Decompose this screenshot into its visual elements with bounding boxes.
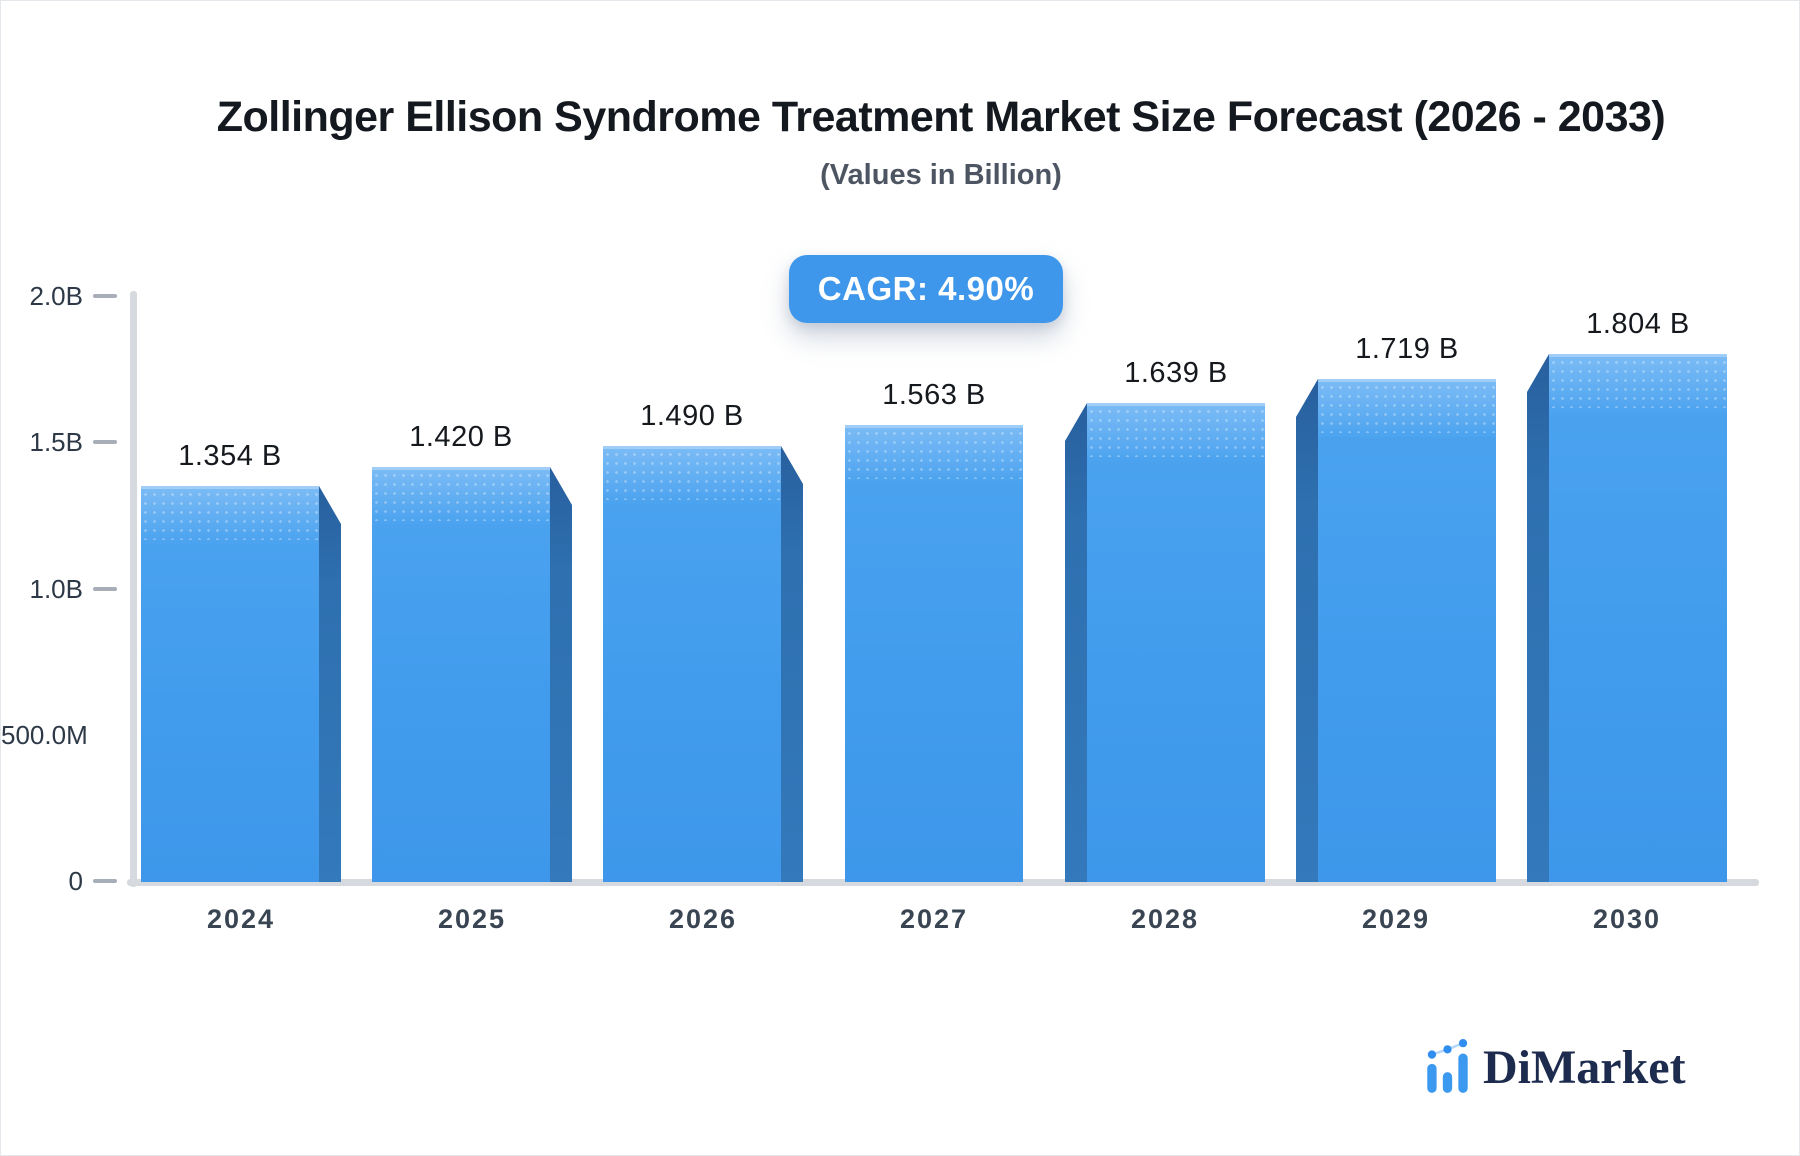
bar-2025[interactable] <box>372 467 550 882</box>
y-axis-label: 500.0M <box>1 719 88 750</box>
page-subtitle: (Values in Billion) <box>820 159 1062 191</box>
bar-2026[interactable] <box>603 446 781 882</box>
bar-2028[interactable] <box>1087 403 1265 882</box>
bar-side-face <box>550 467 572 882</box>
bar-value-label: 1.719 B <box>1355 333 1459 365</box>
y-axis-label: 2.0B <box>29 281 84 311</box>
bar-2024[interactable] <box>141 486 319 882</box>
x-axis-label: 2026 <box>668 904 738 934</box>
x-axis-label: 2029 <box>1361 904 1431 934</box>
y-axis-line <box>130 291 137 887</box>
x-axis-label: 2027 <box>899 904 969 934</box>
x-axis-label: 2030 <box>1592 904 1662 934</box>
x-axis-label: 2028 <box>1130 904 1200 934</box>
logo-chart-icon <box>1427 1039 1468 1093</box>
bar-value-label: 1.639 B <box>1124 357 1228 389</box>
bar-side-face <box>1296 379 1318 882</box>
x-axis-label: 2025 <box>437 904 507 934</box>
bar-side-face <box>1065 403 1087 882</box>
cagr-badge: CAGR: 4.90% <box>789 255 1063 323</box>
bar-2027[interactable] <box>845 425 1023 882</box>
y-axis-tick <box>93 879 117 883</box>
y-axis-label: 1.0B <box>29 573 84 604</box>
x-axis-label: 2024 <box>206 904 276 934</box>
bar-side-face <box>319 486 341 882</box>
bar-value-label: 1.804 B <box>1586 308 1690 340</box>
logo-text: DiMarket <box>1483 1040 1686 1094</box>
bar-side-face <box>1527 354 1549 882</box>
y-axis-label: 1.5B <box>29 427 84 458</box>
y-axis-tick <box>93 294 117 298</box>
bar-value-label: 1.490 B <box>640 400 744 432</box>
bar-value-label: 1.354 B <box>178 440 282 472</box>
bar-2030[interactable] <box>1549 354 1727 882</box>
dimarket-logo: DiMarket <box>1425 1037 1686 1097</box>
y-axis-label: 0 <box>68 866 83 896</box>
x-axis-line <box>127 879 1759 886</box>
y-axis-tick <box>93 440 117 445</box>
page-title: Zollinger Ellison Syndrome Treatment Mar… <box>216 93 1666 141</box>
bar-value-label: 1.420 B <box>409 421 513 453</box>
y-axis-tick <box>93 586 117 591</box>
bar-2029[interactable] <box>1318 379 1496 882</box>
bar-side-face <box>781 446 803 882</box>
bar-value-label: 1.563 B <box>882 379 986 411</box>
